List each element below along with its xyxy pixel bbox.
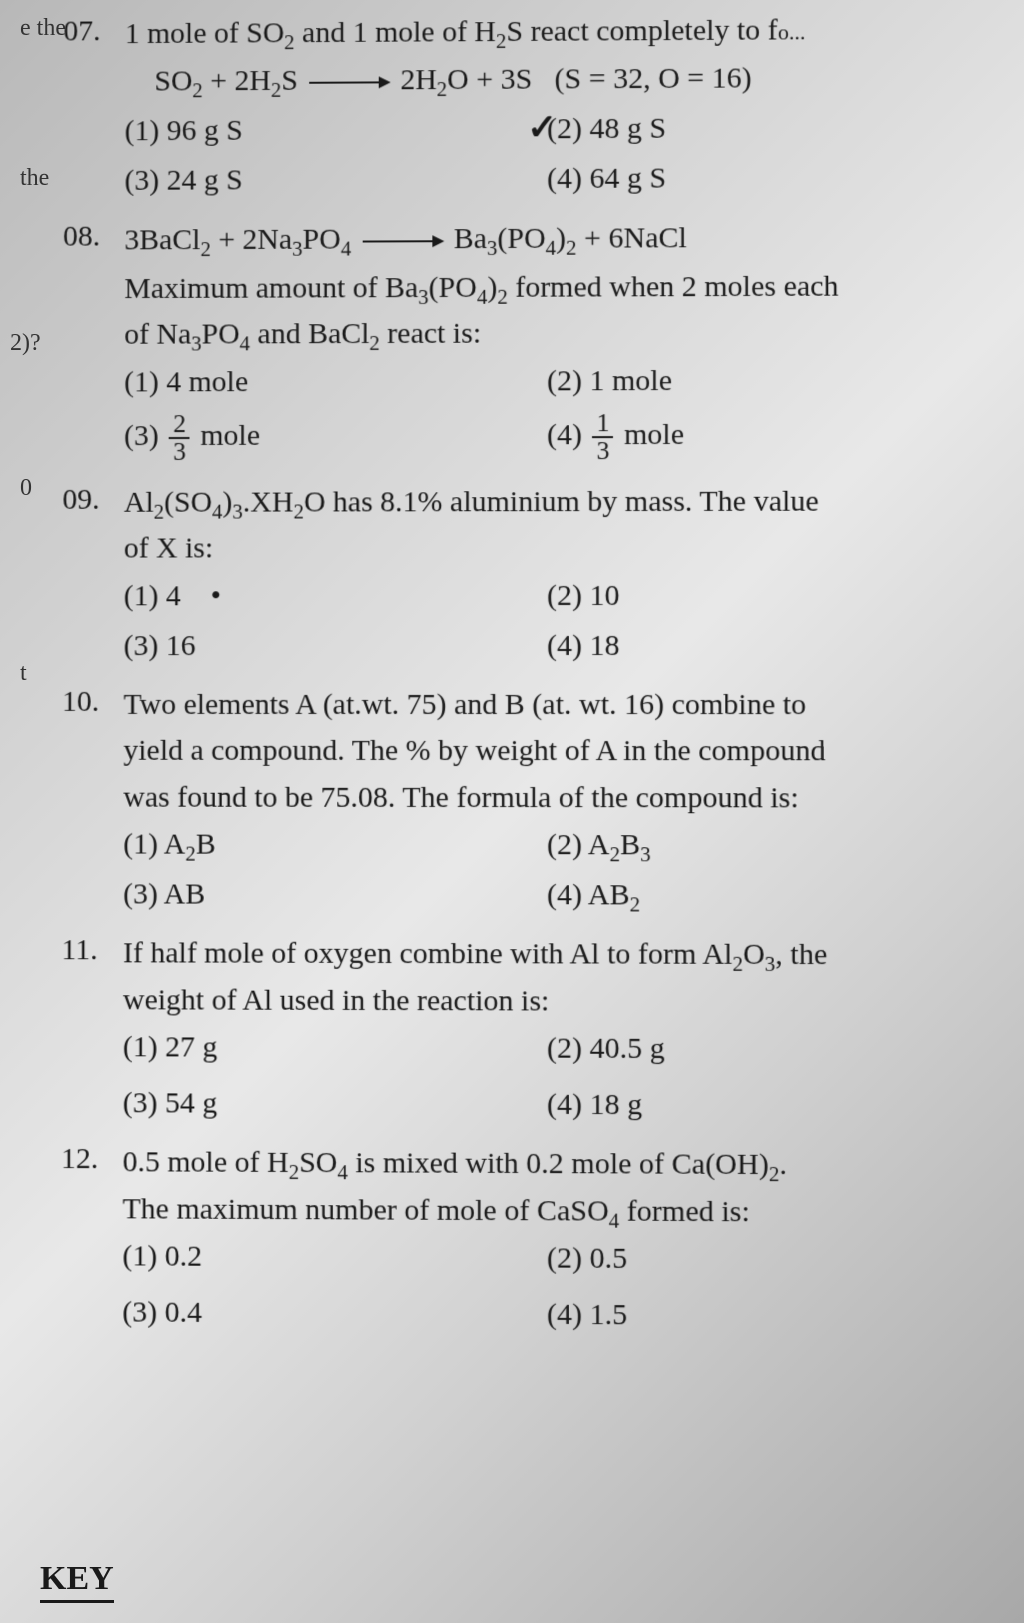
question-09: 09. Al2(SO4)3.XH2O has 8.1% aluminium by… [62, 481, 1012, 667]
q09-number: 09. [62, 482, 99, 516]
margin-zero: 0 [20, 475, 32, 502]
q11-opt3: (3) 54 g [123, 1082, 527, 1126]
page-content: 07. 1 mole of SO2 and 1 mole of H2S reac… [61, 9, 1014, 1357]
q10-options: (1) A2B (2) A2B3 (3) AB (4) AB2 [123, 824, 954, 918]
q12-opt2: (2) 0.5 [547, 1237, 955, 1281]
q11-text1: If half mole of oxygen combine with Al t… [123, 933, 954, 976]
q07-opt3: (3) 24 g S [124, 158, 527, 202]
q07-opt2: ✓ (2) 48 g S [547, 106, 953, 150]
q12-opt4: (4) 1.5 [547, 1294, 955, 1339]
q10-number: 10. [62, 684, 99, 718]
q09-text2: of X is: [124, 528, 954, 569]
q12-options: (1) 0.2 (2) 0.5 (3) 0.4 (4) 1.5 [122, 1235, 954, 1338]
q08-text1: Maximum amount of Ba3(PO4)2 formed when … [124, 266, 953, 309]
q12-text1: 0.5 mole of H2SO4 is mixed with 0.2 mole… [123, 1142, 955, 1186]
q07-opt2-text: (2) 48 g S [547, 111, 666, 144]
q10-text1: Two elements A (at.wt. 75) and B (at. wt… [123, 684, 953, 725]
q08-number: 08. [63, 219, 100, 253]
q07-options: (1) 96 g S ✓ (2) 48 g S (3) 24 g S (4) 6… [124, 106, 952, 201]
q07-opt1: (1) 96 g S [125, 108, 528, 152]
q10-opt1: (1) A2B [123, 824, 527, 867]
q12-opt1: (1) 0.2 [122, 1235, 527, 1279]
q11-text2: weight of Al used in the reaction is: [123, 980, 954, 1023]
q08-opt2: (2) 1 mole [547, 359, 953, 402]
q07-number: 07. [63, 15, 100, 49]
q11-opt2: (2) 40.5 g [547, 1028, 954, 1072]
q09-options: (1) 4 • (2) 10 (3) 16 (4) 18 [124, 574, 954, 666]
q09-opt3: (3) 16 [124, 625, 527, 667]
key-label: KEY [40, 1560, 114, 1603]
q07-equation: SO2 + 2H2S 2H2O + 3S (S = 32, O = 16) [125, 56, 953, 102]
q12-number: 12. [61, 1142, 98, 1176]
q10-text3: was found to be 75.08. The formula of th… [123, 777, 953, 818]
q10-text2: yield a compound. The % by weight of A i… [123, 731, 953, 772]
question-07: 07. 1 mole of SO2 and 1 mole of H2S reac… [63, 9, 1011, 201]
q08-options: (1) 4 mole (2) 1 mole (3) 23 mole (4) 13… [124, 359, 953, 465]
question-12: 12. 0.5 mole of H2SO4 is mixed with 0.2 … [61, 1142, 1014, 1339]
q12-opt3: (3) 0.4 [122, 1291, 527, 1335]
q08-opt4: (4) 13 mole [547, 409, 953, 464]
checkmark-icon: ✓ [527, 102, 557, 152]
q11-opt1: (1) 27 g [123, 1026, 527, 1069]
q10-opt4: (4) AB2 [547, 874, 954, 917]
q11-number: 11. [61, 933, 97, 967]
q08-equation: 3BaCl2 + 2Na3PO4 Ba3(PO4)2 + 6NaCl [124, 216, 952, 261]
margin-ethe: e the [20, 15, 66, 42]
q10-opt2: (2) A2B3 [547, 824, 954, 867]
margin-2q: 2)? [10, 330, 41, 357]
q09-opt1: (1) 4 • [124, 575, 527, 617]
q07-opt4: (4) 64 g S [547, 156, 953, 200]
margin-the: the [20, 165, 49, 192]
q09-opt4: (4) 18 [547, 624, 953, 666]
q08-opt1: (1) 4 mole [124, 360, 527, 403]
q09-text1: Al2(SO4)3.XH2O has 8.1% aluminium by mas… [124, 481, 953, 523]
q11-options: (1) 27 g (2) 40.5 g (3) 54 g (4) 18 g [123, 1026, 955, 1127]
q08-text2: of Na3PO4 and BaCl2 react is: [124, 312, 953, 355]
margin-t: t [20, 660, 27, 687]
q09-opt2: (2) 10 [547, 574, 953, 616]
question-08: 08. 3BaCl2 + 2Na3PO4 Ba3(PO4)2 + 6NaCl M… [63, 216, 1012, 465]
q11-opt4: (4) 18 g [547, 1084, 954, 1128]
q08-opt3: (3) 23 mole [124, 410, 527, 465]
q12-text2: The maximum number of mole of CaSO4 form… [122, 1189, 954, 1234]
question-11: 11. If half mole of oxygen combine with … [61, 933, 1013, 1127]
q10-opt3: (3) AB [123, 873, 527, 916]
question-10: 10. Two elements A (at.wt. 75) and B (at… [62, 684, 1013, 917]
q07-text: 1 mole of SO2 and 1 mole of H2S react co… [125, 10, 953, 55]
